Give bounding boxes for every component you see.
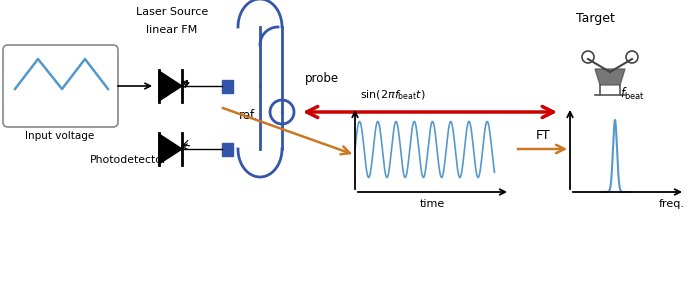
FancyBboxPatch shape — [3, 45, 118, 127]
Text: ref.: ref. — [239, 108, 258, 122]
Text: Photodetector: Photodetector — [90, 155, 167, 165]
Text: probe: probe — [305, 72, 339, 85]
Text: Laser Source: Laser Source — [136, 7, 208, 17]
Text: Target: Target — [575, 12, 615, 25]
Text: FT: FT — [536, 129, 550, 142]
Bar — [222, 80, 233, 93]
Text: $f_\mathrm{beat}$: $f_\mathrm{beat}$ — [620, 86, 645, 102]
Bar — [222, 142, 233, 156]
Polygon shape — [159, 71, 182, 101]
Text: $\sin(2\pi f_\mathrm{beat}t)$: $\sin(2\pi f_\mathrm{beat}t)$ — [360, 88, 426, 102]
Text: time: time — [420, 199, 445, 209]
Text: Input voltage: Input voltage — [25, 131, 94, 141]
Text: freq.: freq. — [659, 199, 685, 209]
Polygon shape — [595, 69, 625, 85]
Text: linear FM: linear FM — [146, 25, 197, 35]
Polygon shape — [159, 134, 182, 164]
